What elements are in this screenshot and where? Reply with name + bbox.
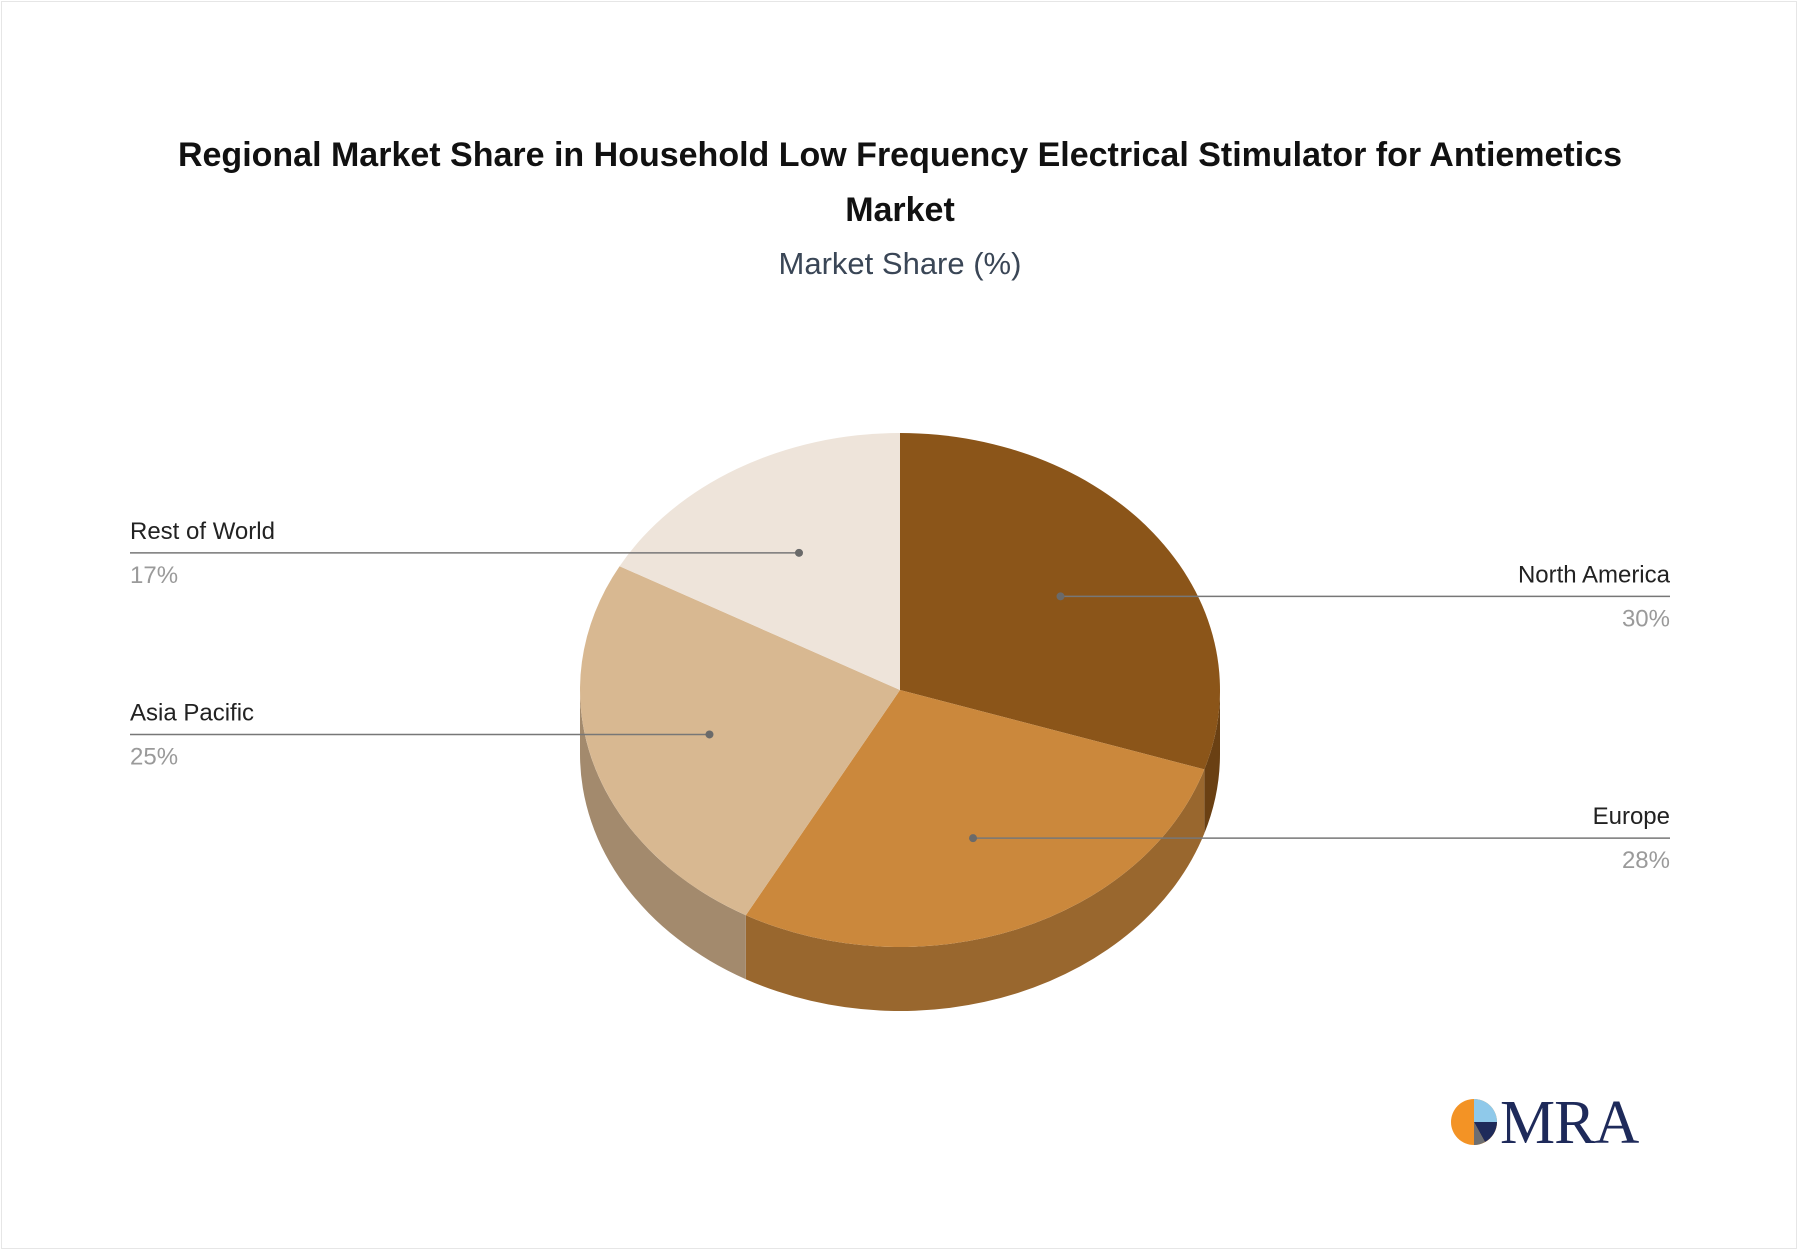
pie-slice-europe[interactable] <box>745 690 1205 947</box>
pie-slices <box>580 433 1220 947</box>
label-name-rest-of-world: Rest of World <box>130 518 275 545</box>
leader-dot-north-america <box>1056 592 1065 601</box>
pie-side-north-america <box>1204 690 1220 834</box>
mra-logo: MRA <box>1448 1089 1648 1157</box>
pie-side-asia-pacific <box>580 690 746 980</box>
label-value-north-america: 30% <box>1622 605 1670 632</box>
leader-dot-asia-pacific <box>705 730 714 739</box>
label-value-europe: 28% <box>1622 847 1670 874</box>
pie-slice-north-america[interactable] <box>900 433 1220 770</box>
label-name-north-america: North America <box>1518 561 1671 588</box>
pie-slice-asia-pacific[interactable] <box>580 566 900 916</box>
logo-text: MRA <box>1500 1089 1639 1157</box>
chart-subtitle: Market Share (%) <box>778 246 1022 281</box>
leader-dot-europe <box>969 834 978 843</box>
pie-side-walls <box>580 690 1220 1012</box>
label-value-rest-of-world: 17% <box>130 562 178 589</box>
pie-labels: North America 30% Europe 28% Asia Pacific 25%… <box>130 518 1671 874</box>
label-name-europe: Europe <box>1593 803 1670 830</box>
leader-dot-rest-of-world <box>795 548 804 557</box>
logo-pie-icon <box>1451 1099 1497 1145</box>
label-name-asia-pacific: Asia Pacific <box>130 699 254 726</box>
label-value-asia-pacific: 25% <box>130 743 178 770</box>
pie-slice-rest-of-world[interactable] <box>619 433 900 690</box>
chart-title: Regional Market Share in Household Low F… <box>177 136 1623 229</box>
pie-side-europe <box>745 769 1205 1012</box>
